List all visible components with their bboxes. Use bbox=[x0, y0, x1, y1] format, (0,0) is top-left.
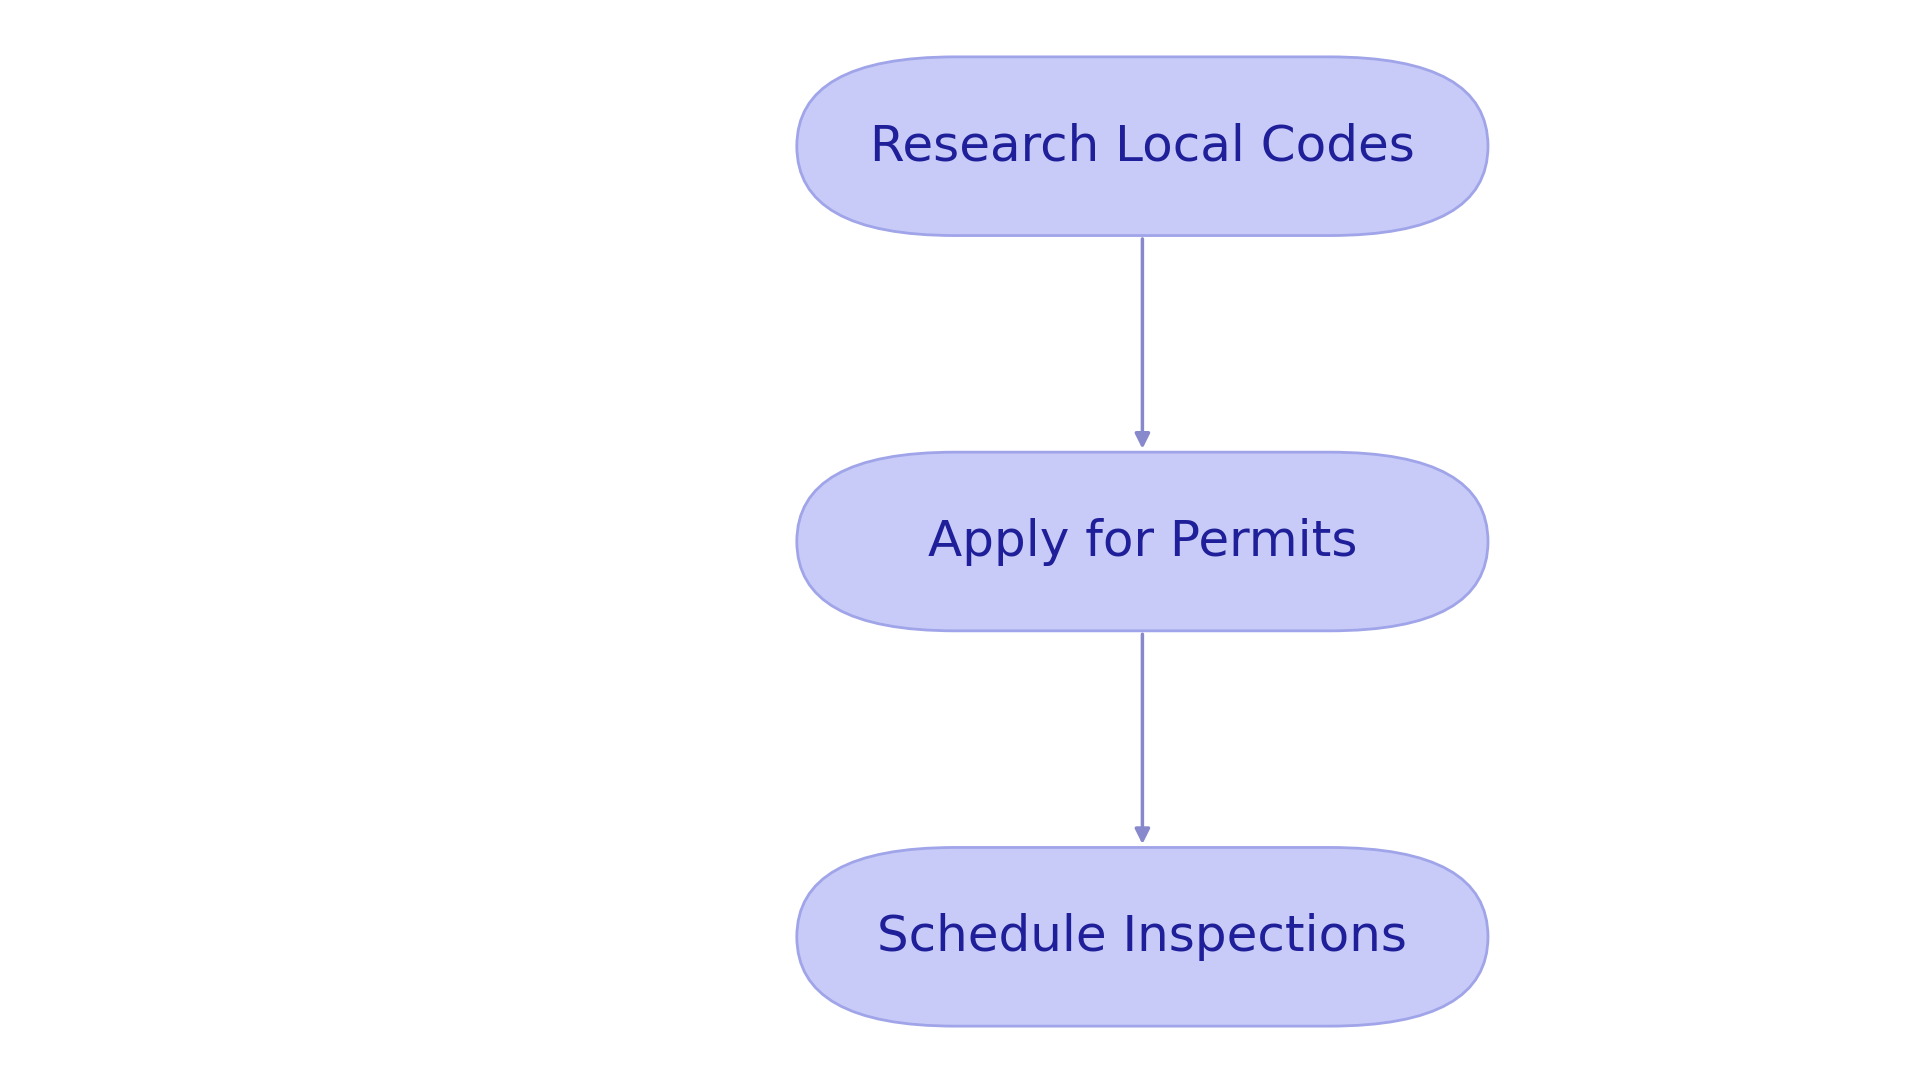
Text: Research Local Codes: Research Local Codes bbox=[870, 122, 1415, 170]
FancyBboxPatch shape bbox=[797, 453, 1488, 630]
FancyBboxPatch shape bbox=[797, 847, 1488, 1027]
Text: Schedule Inspections: Schedule Inspections bbox=[877, 913, 1407, 961]
Text: Apply for Permits: Apply for Permits bbox=[927, 518, 1357, 565]
FancyBboxPatch shape bbox=[797, 57, 1488, 236]
